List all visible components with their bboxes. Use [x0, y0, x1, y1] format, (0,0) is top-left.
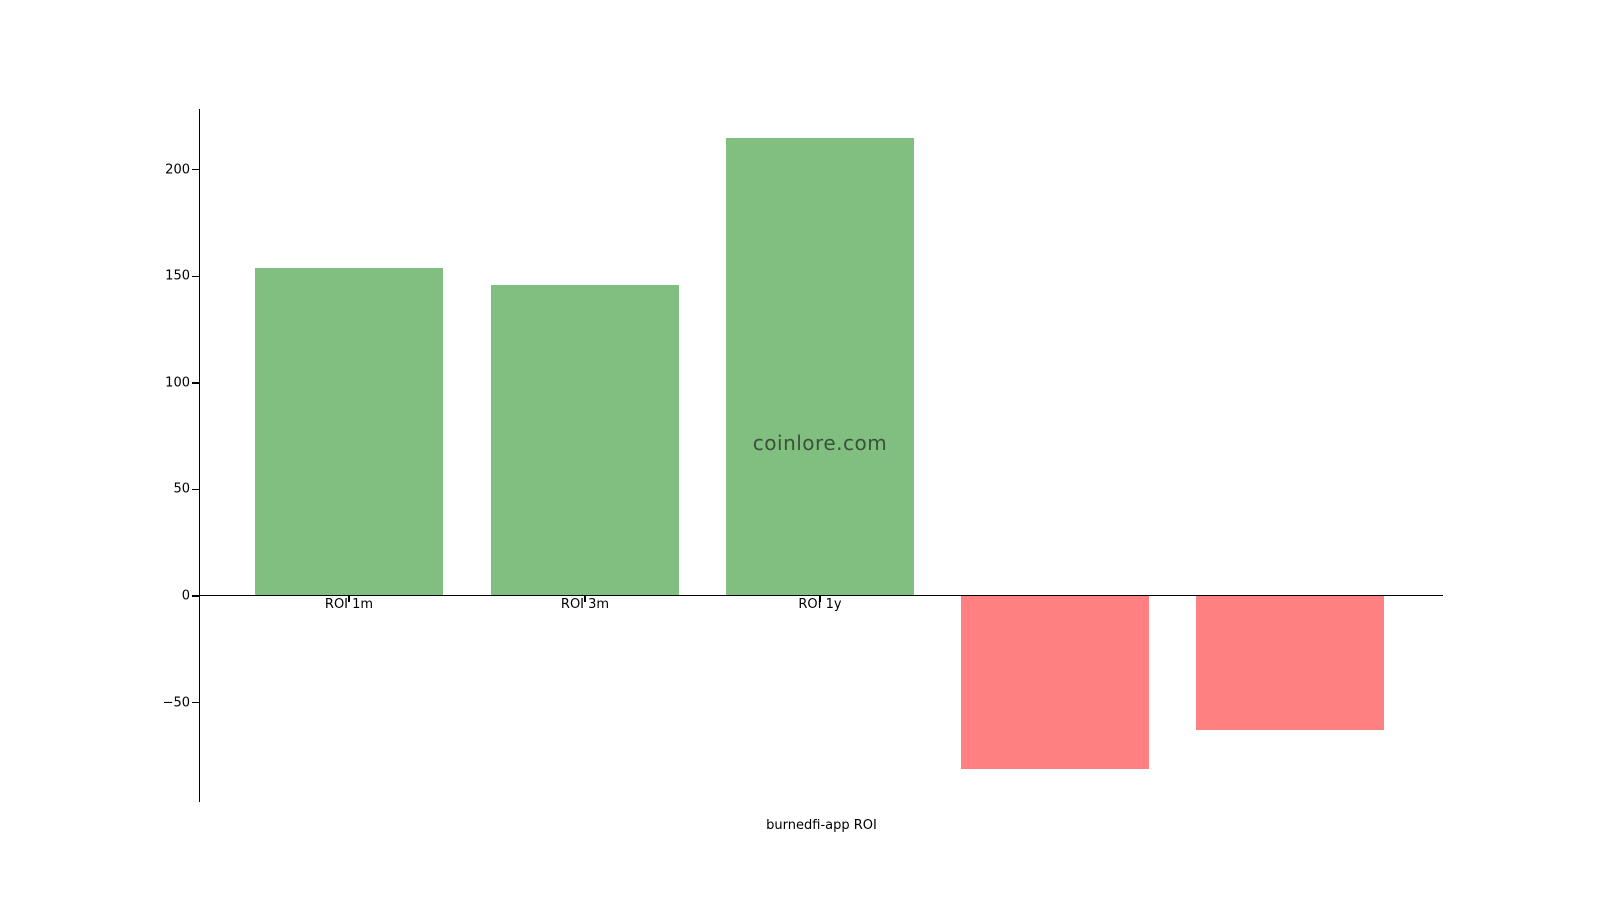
y-axis-tick-label: 50	[173, 481, 190, 497]
y-axis-tick	[191, 275, 199, 277]
y-axis-tick	[191, 382, 199, 384]
y-axis-tick-label: −50	[162, 695, 190, 711]
x-axis-tick-label-roi-3m: ROI 3m	[560, 597, 610, 612]
x-axis-tick-label-roi-1y: ROI 1y	[798, 597, 842, 612]
y-axis-tick	[191, 595, 199, 597]
bar-roi-3m	[491, 284, 679, 595]
y-axis-tick-label: 200	[165, 162, 190, 178]
x-axis-tick	[819, 595, 821, 602]
y-axis-tick-label: 100	[165, 375, 190, 391]
y-axis-tick-label: 150	[165, 268, 190, 284]
x-axis-zero-line	[198, 594, 1443, 597]
x-axis-tick	[584, 595, 586, 602]
bar-roi-1m	[255, 267, 443, 595]
x-axis-tick	[348, 595, 350, 602]
y-axis-tick	[191, 701, 199, 704]
bar-negative-4	[961, 596, 1149, 769]
x-axis-tick-label-roi-1m: ROI 1m	[324, 597, 374, 612]
x-axis-title: burnedfi-app ROI	[766, 818, 877, 833]
bar-negative-5	[1196, 596, 1384, 731]
y-axis-tick	[191, 488, 199, 491]
y-axis-tick-label: 0	[181, 588, 190, 604]
watermark-text: coinlore.com	[752, 431, 888, 455]
y-axis-spine	[198, 109, 200, 802]
y-axis-tick	[191, 169, 199, 171]
bar-roi-1y	[726, 137, 914, 595]
